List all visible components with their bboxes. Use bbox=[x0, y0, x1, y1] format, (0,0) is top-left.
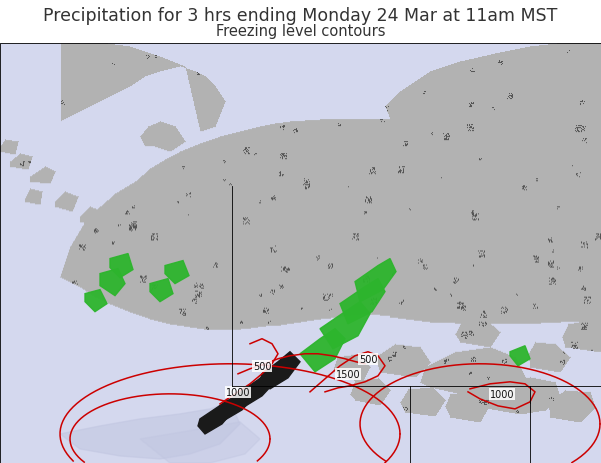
Polygon shape bbox=[198, 400, 234, 434]
Text: 1000: 1000 bbox=[226, 387, 250, 397]
Polygon shape bbox=[100, 269, 125, 296]
Polygon shape bbox=[320, 302, 370, 349]
Polygon shape bbox=[510, 346, 530, 366]
Polygon shape bbox=[260, 352, 300, 389]
Text: Freezing level contours: Freezing level contours bbox=[216, 24, 385, 38]
Polygon shape bbox=[140, 422, 260, 463]
Polygon shape bbox=[300, 329, 345, 372]
Polygon shape bbox=[340, 279, 385, 324]
Text: 500: 500 bbox=[253, 361, 271, 371]
Polygon shape bbox=[60, 402, 240, 459]
Polygon shape bbox=[150, 279, 173, 302]
Polygon shape bbox=[218, 386, 255, 420]
Text: Precipitation for 3 hrs ending Monday 24 Mar at 11am MST: Precipitation for 3 hrs ending Monday 24… bbox=[43, 7, 558, 25]
Polygon shape bbox=[85, 290, 107, 312]
Polygon shape bbox=[238, 372, 275, 407]
Text: 1500: 1500 bbox=[336, 369, 361, 379]
Polygon shape bbox=[165, 261, 189, 284]
Text: 500: 500 bbox=[359, 354, 377, 364]
Polygon shape bbox=[110, 254, 133, 278]
Text: 1000: 1000 bbox=[490, 389, 514, 399]
Polygon shape bbox=[355, 259, 396, 302]
